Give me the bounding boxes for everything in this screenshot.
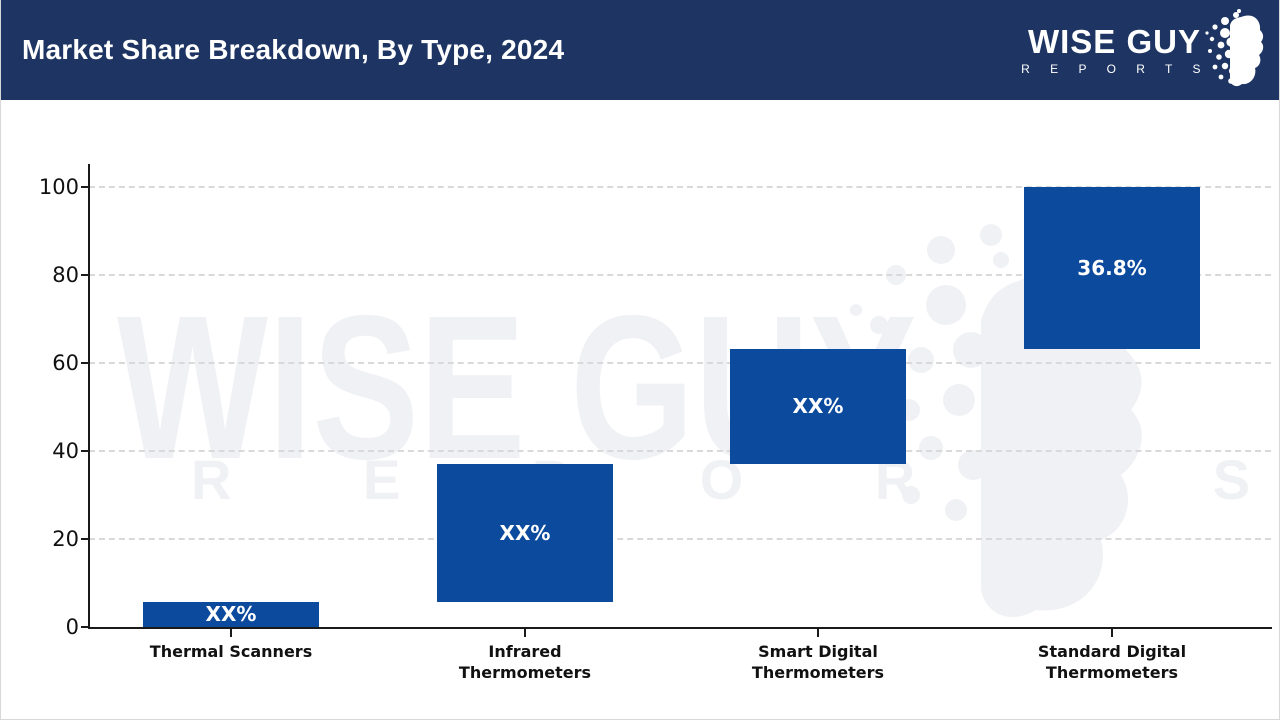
x-axis <box>88 627 1272 629</box>
gridline-y20 <box>89 538 1271 540</box>
gridline-y80 <box>89 274 1271 276</box>
y-tick-20 <box>81 538 89 540</box>
logo-face-icon <box>1205 9 1264 87</box>
x-tick-1 <box>230 629 232 637</box>
y-tick-label-100: 100 <box>38 175 79 199</box>
x-tick-4 <box>1111 629 1113 637</box>
y-tick-label-20: 20 <box>52 527 79 551</box>
bar-4: 36.8% <box>1024 187 1200 349</box>
y-tick-0 <box>81 626 89 628</box>
y-tick-40 <box>81 450 89 452</box>
logo-wordmark: WISE GUY <box>1027 23 1201 60</box>
category-label-4: Standard Digital Thermometers <box>1037 642 1187 682</box>
gridline-y60 <box>89 362 1271 364</box>
brand-logo: WISE GUY R E P O R T S <box>1021 9 1265 91</box>
category-label-1: Thermal Scanners <box>149 642 313 661</box>
x-tick-3 <box>817 629 819 637</box>
header-bar: Market Share Breakdown, By Type, 2024 WI… <box>1 0 1279 100</box>
y-tick-label-40: 40 <box>52 439 79 463</box>
bar-value-label-2: XX% <box>499 520 551 545</box>
y-tick-label-0: 0 <box>65 615 79 639</box>
gridline-y40 <box>89 450 1271 452</box>
bar-2: XX% <box>437 463 613 602</box>
logo-subtitle: R E P O R T S <box>1021 62 1209 76</box>
chart-title: Market Share Breakdown, By Type, 2024 <box>22 34 565 65</box>
bar-3: XX% <box>730 348 906 464</box>
y-tick-100 <box>81 186 89 188</box>
y-tick-label-60: 60 <box>52 351 79 375</box>
bar-1: XX% <box>143 601 319 627</box>
bar-value-label-1: XX% <box>205 602 257 627</box>
category-label-3: Smart Digital Thermometers <box>751 642 885 682</box>
y-tick-80 <box>81 274 89 276</box>
gridline-y100 <box>89 186 1271 188</box>
x-tick-2 <box>524 629 526 637</box>
bar-value-label-3: XX% <box>792 394 844 419</box>
category-label-2: Infrared Thermometers <box>458 642 592 682</box>
y-axis <box>88 164 90 629</box>
logo-text: WISE GUY R E P O R T S <box>1021 25 1201 75</box>
bar-value-label-4: 36.8% <box>1077 255 1147 280</box>
y-tick-label-80: 80 <box>52 263 79 287</box>
chart-area: WISE GUY R E P O R T S 0 20 40 60 80 100 XX% Th… <box>1 100 1279 719</box>
y-tick-60 <box>81 362 89 364</box>
